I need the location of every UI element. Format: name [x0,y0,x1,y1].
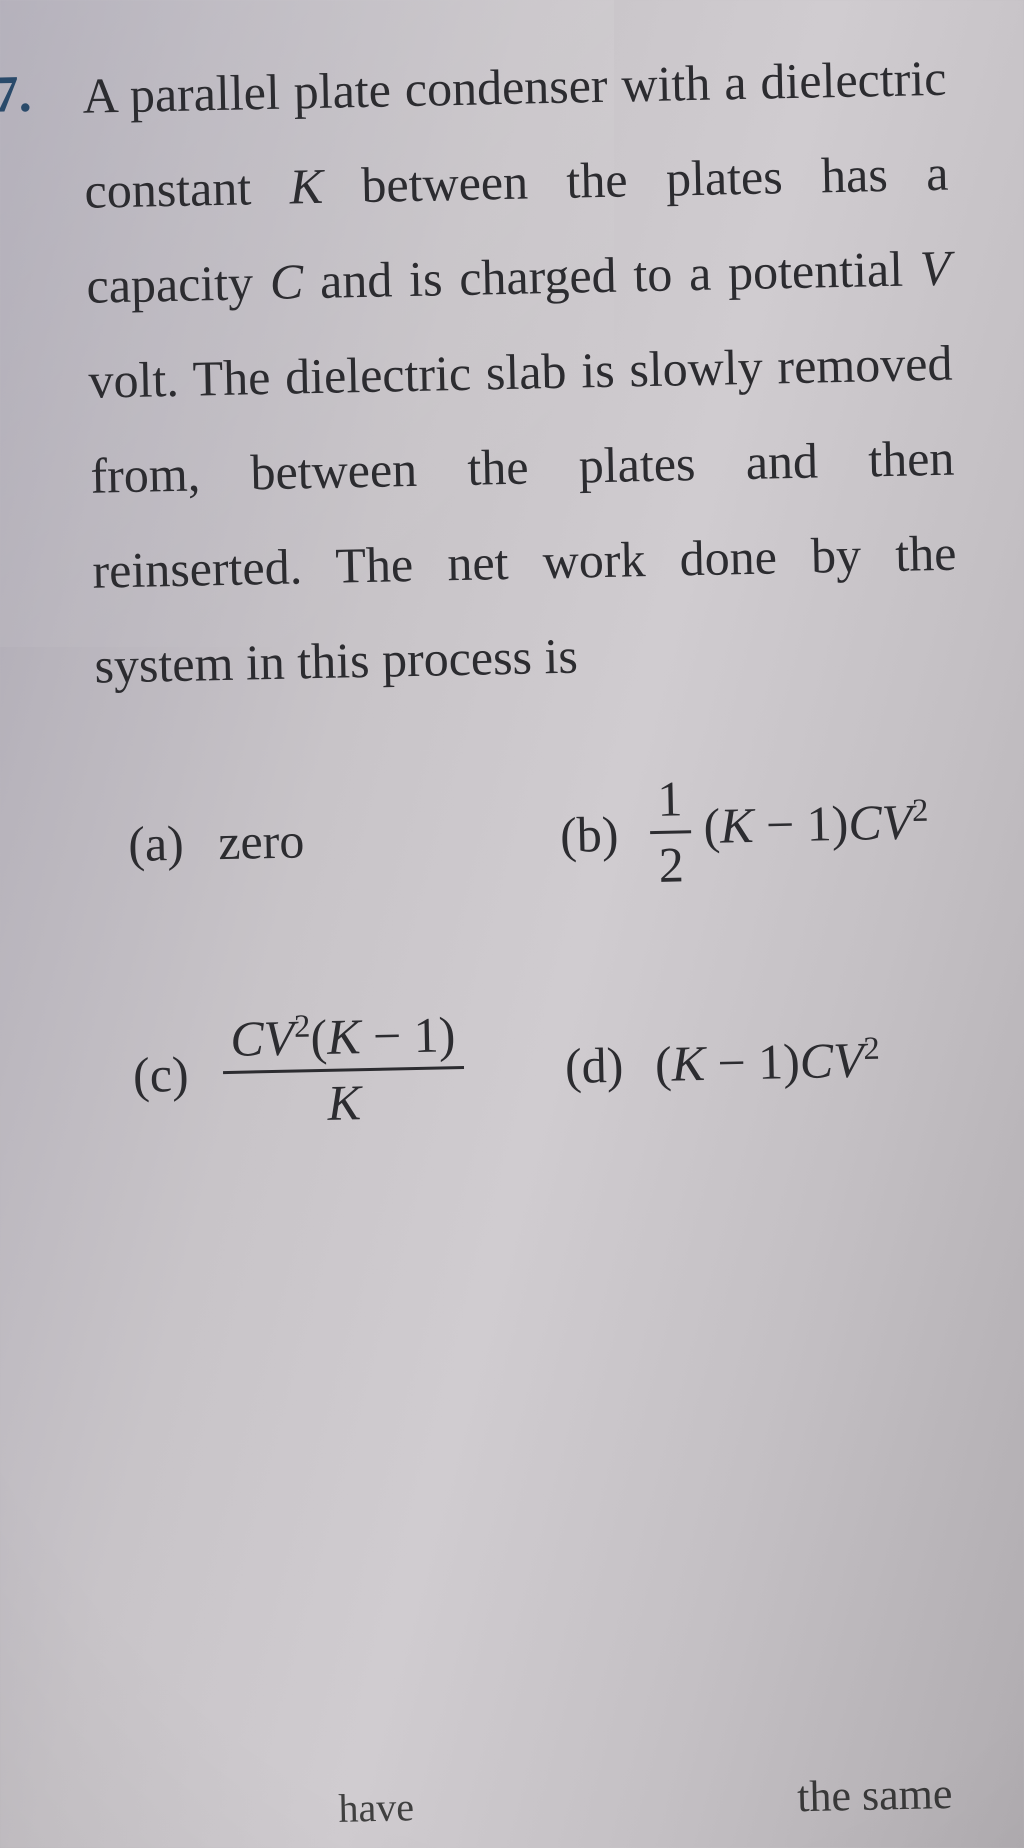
options-grid: (a) zero (b) 1 2 (K − 1)CV2 (c) CV2(K − … [127,766,958,1135]
question-page: 7. A parallel plate condenser with a die… [0,0,1024,1848]
option-expression: (K − 1)CV2 [654,1030,880,1093]
fraction: CV2(K − 1) K [222,1007,466,1133]
option-label: (d) [564,1035,635,1094]
question-number: 7. [0,65,32,125]
option-d: (d) (K − 1)CV2 [564,997,958,1126]
option-text: zero [218,811,305,871]
fraction: 1 2 [649,771,693,893]
option-expression: 1 2 (K − 1)CV2 [649,766,930,893]
option-label: (a) [128,813,199,872]
stem-line: process is [381,628,578,688]
option-c: (c) CV2(K − 1) K [132,1006,526,1135]
cutoff-text-left: have [338,1783,414,1832]
option-b: (b) 1 2 (K − 1)CV2 [559,766,953,895]
question-stem: A parallel plate condenser with a dielec… [82,31,960,714]
option-label: (b) [560,804,631,863]
cutoff-text-right: the same [797,1768,953,1822]
option-a: (a) zero [127,775,521,904]
numerator: CV2(K − 1) [222,1007,464,1074]
stem-line: A parallel plate condenser with a dielec… [82,50,947,124]
option-label: (c) [132,1044,203,1103]
denominator: K [327,1071,362,1131]
